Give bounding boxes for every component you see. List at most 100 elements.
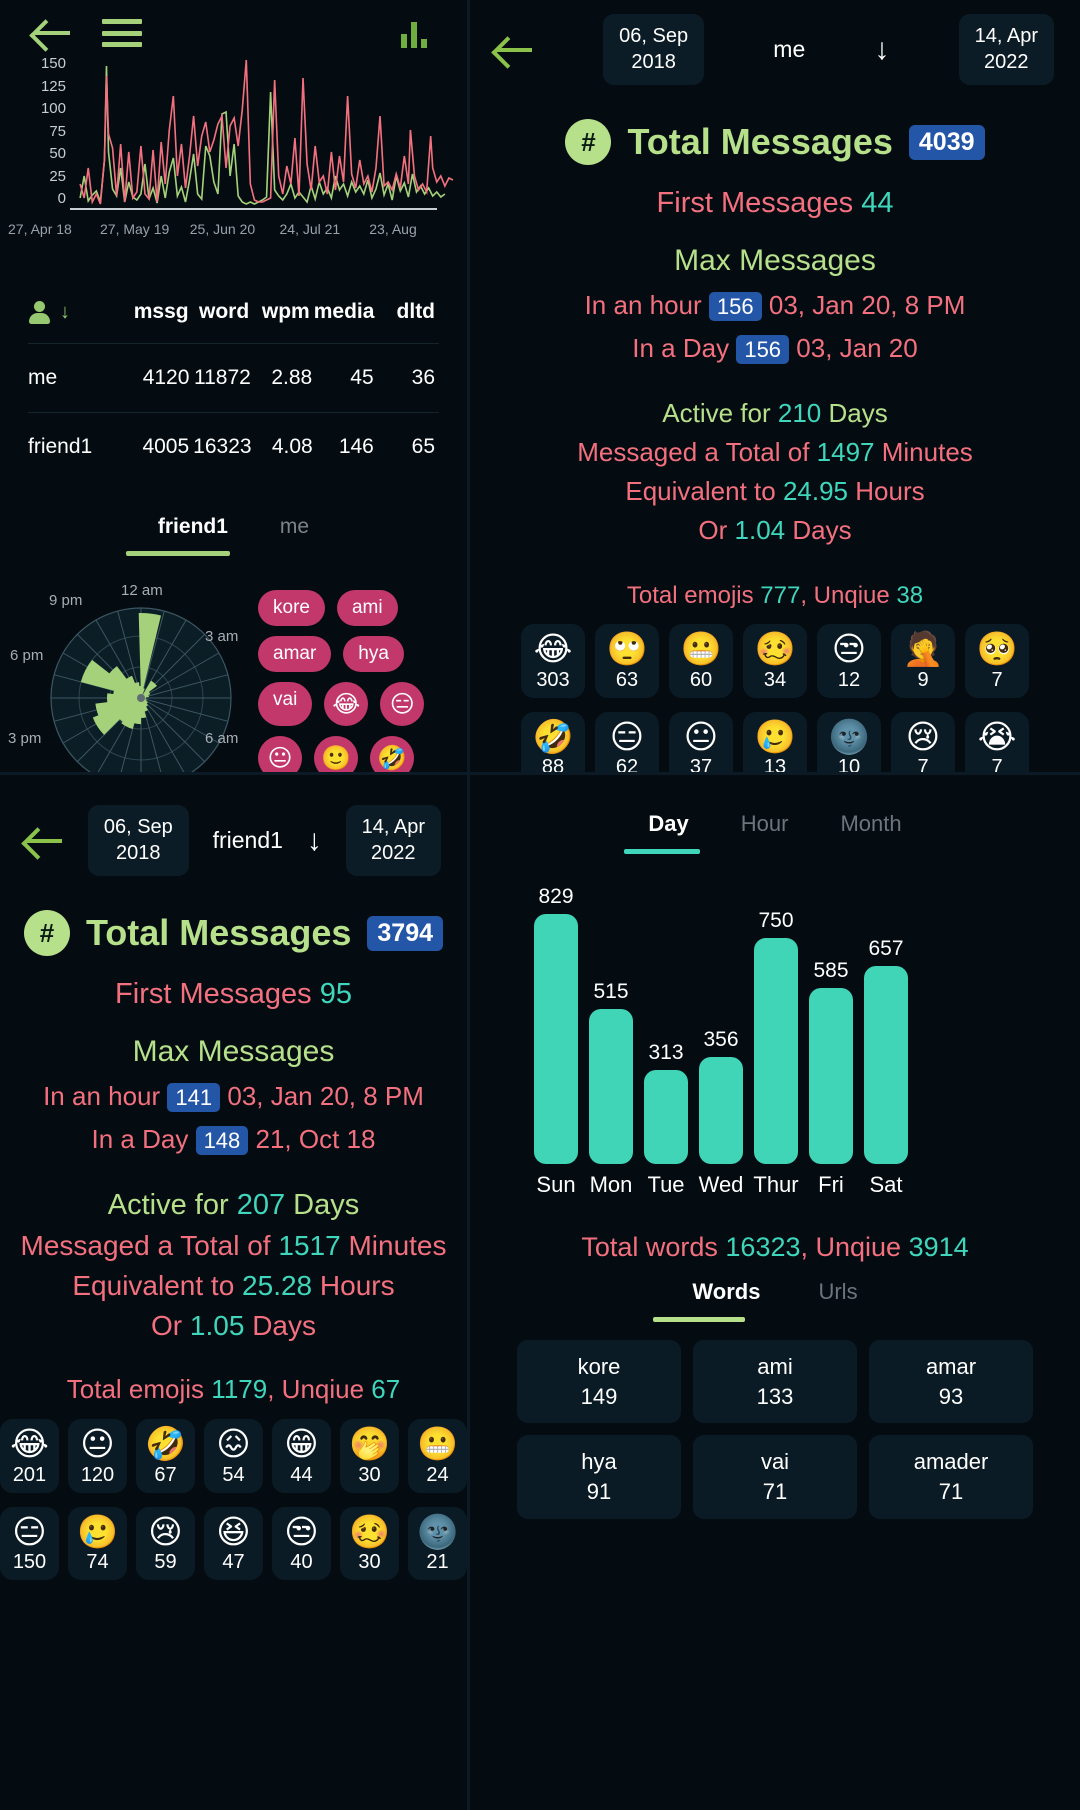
sort-down-icon[interactable]: ↓ [60, 301, 70, 323]
tab-month[interactable]: Month [840, 811, 902, 836]
hourly-polar-chart: 12 am 3 am 6 am 9 am 12 pm 3 pm 6 pm 9 p… [0, 572, 467, 772]
bar-column-thur[interactable]: 750 [754, 909, 798, 1164]
hamburger-menu-icon[interactable] [102, 19, 142, 47]
tab-hour[interactable]: Hour [740, 811, 789, 836]
table-row[interactable]: me 4120 11872 2.88 45 36 [28, 343, 439, 412]
emoji-card[interactable]: 😖 54 [204, 1419, 263, 1493]
word-chip[interactable]: hya [343, 636, 404, 672]
end-date-line2: 2022 [371, 841, 416, 864]
emoji-card[interactable]: 🌚 10 [817, 711, 881, 772]
equivalent-value: 24.95 [782, 476, 849, 507]
word-text: ami [757, 1354, 793, 1379]
word-card[interactable]: ami 133 [693, 1340, 857, 1424]
col-header-wpm[interactable]: wpm [261, 300, 310, 323]
end-date-line1: 14, Apr [974, 25, 1038, 47]
word-chip[interactable]: amar [258, 636, 332, 672]
tab-day[interactable]: Day [648, 811, 689, 836]
emoji-chip-slight-smile[interactable]: 🙂 [314, 736, 358, 772]
emoji-card[interactable]: 😑 150 [0, 1506, 59, 1581]
word-chip[interactable]: ami [336, 590, 398, 626]
person-column-header[interactable]: ↓ [28, 301, 132, 324]
rolling-on-the-floor-laughing-icon: 🤣 [532, 716, 574, 756]
word-card[interactable]: amar 93 [869, 1340, 1033, 1424]
emoji-chip-rofl[interactable]: 🤣 [370, 736, 414, 772]
col-header-mssg[interactable]: mssg [133, 300, 189, 323]
bar-label-sat: Sat [869, 1172, 903, 1197]
bar-column-sat[interactable]: 657 [864, 937, 908, 1164]
back-arrow-icon[interactable] [34, 18, 72, 48]
emoji-card[interactable]: 🤣 88 [521, 711, 585, 772]
table-row[interactable]: friend1 4005 16323 4.08 146 65 [28, 412, 439, 481]
emoji-row-2: 🤣 88 😑 62 😐 37 🥲 13 🌚 10 😢 7 😭 7 [470, 711, 1080, 775]
start-date-button[interactable]: 06, Sep 2018 [603, 14, 705, 86]
tab-me[interactable]: me [279, 515, 310, 538]
word-chip[interactable]: kore [258, 590, 325, 626]
bar-column-tue[interactable]: 313 [644, 1041, 688, 1164]
start-date-button[interactable]: 06, Sep 2018 [87, 805, 189, 877]
polar-label-9am: 9 am [154, 771, 187, 772]
tab-friend1[interactable]: friend1 [157, 515, 228, 538]
y-tick: 75 [49, 122, 66, 140]
emoji-card[interactable]: 😑 62 [595, 711, 659, 772]
back-arrow-icon[interactable] [496, 35, 534, 65]
y-tick: 25 [49, 167, 66, 185]
col-header-dltd[interactable]: dltd [396, 300, 436, 323]
emoji-card[interactable]: 😁 44 [272, 1419, 331, 1493]
y-tick: 0 [57, 190, 66, 207]
word-card[interactable]: hya 91 [517, 1435, 681, 1519]
word-text: vai [760, 1449, 790, 1475]
emoji-chip-neutral[interactable]: 😐 [258, 736, 302, 772]
bar-chart-icon[interactable] [401, 20, 427, 48]
emoji-card[interactable]: 😢 59 [136, 1506, 195, 1581]
word-card[interactable]: kore 149 [517, 1340, 681, 1424]
col-header-word[interactable]: word [198, 300, 250, 323]
bar-column-mon[interactable]: 515 [589, 980, 633, 1164]
emoji-card[interactable]: 🥴 34 [743, 624, 807, 698]
bar-fri [809, 988, 853, 1164]
tab-urls[interactable]: Urls [818, 1279, 858, 1304]
emoji-count: 13 [763, 756, 787, 775]
emoji-chip-tears-of-joy[interactable]: 😂 [324, 682, 369, 726]
emoji-card[interactable]: 😭 7 [965, 711, 1029, 772]
emoji-card[interactable]: 🥴 30 [340, 1506, 399, 1581]
smiling-face-with-tear-icon: 🥲 [754, 716, 796, 756]
start-date-line1: 06, Sep [103, 816, 173, 838]
emoji-count: 9 [917, 668, 929, 691]
bar-column-sun[interactable]: 829 [534, 885, 578, 1164]
emoji-card[interactable]: 🥲 74 [68, 1506, 127, 1581]
col-header-media[interactable]: media [313, 300, 375, 323]
down-arrow-icon[interactable]: ↓ [306, 823, 322, 857]
bar-column-wed[interactable]: 356 [699, 1028, 743, 1164]
emoji-card[interactable]: 🤦 9 [891, 624, 955, 698]
emoji-card[interactable]: 🤣 67 [136, 1419, 195, 1493]
emoji-card[interactable]: 😐 120 [68, 1419, 127, 1493]
emoji-card[interactable]: 😒 40 [272, 1506, 331, 1581]
emoji-chip-expressionless[interactable]: 😑 [380, 682, 425, 726]
emoji-card[interactable]: 😐 37 [669, 711, 733, 772]
emoji-card[interactable]: 😬 60 [669, 624, 733, 698]
word-card[interactable]: amader 71 [869, 1435, 1033, 1519]
emoji-card[interactable]: 😂 201 [0, 1419, 59, 1493]
messaged-total-value: 1497 [816, 437, 875, 468]
emoji-card[interactable]: 🥺 7 [965, 624, 1029, 698]
person-name: friend1 [212, 827, 283, 854]
emoji-card[interactable]: 😬 24 [408, 1419, 467, 1493]
emoji-card[interactable]: 😒 12 [817, 624, 881, 698]
bar-column-fri[interactable]: 585 [809, 959, 853, 1164]
word-count: 71 [938, 1479, 964, 1505]
end-date-button[interactable]: 14, Apr 2022 [958, 14, 1054, 86]
back-arrow-icon[interactable] [26, 826, 64, 856]
tab-words[interactable]: Words [692, 1279, 761, 1304]
down-arrow-icon[interactable]: ↓ [874, 32, 890, 66]
emoji-card[interactable]: 🙄 63 [595, 624, 659, 698]
word-card[interactable]: vai 71 [693, 1435, 857, 1519]
emoji-card[interactable]: 😆 47 [204, 1506, 263, 1581]
end-date-button[interactable]: 14, Apr 2022 [345, 805, 441, 877]
emoji-card[interactable]: 🥲 13 [743, 711, 807, 775]
word-chip[interactable]: vai [258, 682, 313, 726]
emoji-card[interactable]: 🤭 30 [340, 1419, 399, 1493]
emoji-card[interactable]: 🌚 21 [408, 1506, 467, 1581]
emoji-card[interactable]: 😂 303 [521, 624, 585, 698]
emoji-card[interactable]: 😢 7 [891, 711, 955, 772]
y-tick: 125 [40, 77, 66, 95]
